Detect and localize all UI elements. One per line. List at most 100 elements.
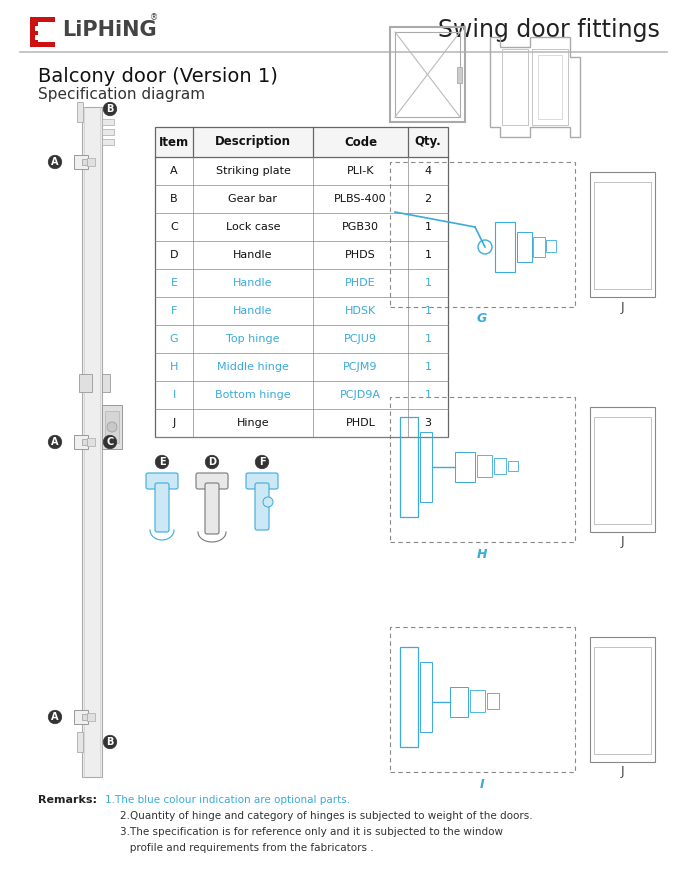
Text: F: F: [259, 457, 265, 467]
Text: J: J: [620, 766, 624, 779]
FancyBboxPatch shape: [196, 473, 228, 489]
Text: J: J: [620, 301, 624, 313]
FancyBboxPatch shape: [246, 473, 278, 489]
Text: Remarks:: Remarks:: [38, 795, 97, 805]
Bar: [594, 417, 651, 524]
Text: 1: 1: [425, 222, 431, 232]
Bar: [82, 439, 87, 445]
Text: 3.The specification is for reference only and it is subjected to the window: 3.The specification is for reference onl…: [120, 827, 503, 837]
Bar: [102, 405, 122, 449]
FancyBboxPatch shape: [155, 483, 169, 532]
Bar: [74, 710, 88, 724]
Text: Description: Description: [215, 136, 291, 148]
Text: H: H: [170, 362, 178, 372]
Bar: [390, 27, 465, 122]
Bar: [594, 182, 651, 289]
Bar: [477, 455, 492, 477]
Bar: [102, 119, 114, 125]
Text: PLI-K: PLI-K: [347, 166, 374, 176]
Bar: [502, 49, 528, 125]
Text: Handle: Handle: [234, 250, 273, 260]
Text: 1: 1: [425, 306, 431, 316]
Text: H: H: [477, 548, 487, 560]
Text: E: E: [159, 457, 166, 467]
FancyBboxPatch shape: [205, 483, 219, 534]
Bar: [546, 240, 556, 252]
FancyBboxPatch shape: [146, 473, 178, 489]
Bar: [400, 647, 418, 747]
Text: 1.The blue colour indication are optional parts.: 1.The blue colour indication are optiona…: [105, 795, 350, 805]
Text: Qty.: Qty.: [415, 136, 441, 148]
Text: G: G: [170, 334, 179, 344]
Text: Code: Code: [344, 136, 377, 148]
Text: HDSK: HDSK: [345, 306, 376, 316]
Bar: [457, 67, 462, 83]
Bar: [87, 158, 95, 166]
Bar: [508, 461, 518, 471]
Text: 4: 4: [425, 166, 431, 176]
Text: Balcony door (Version 1): Balcony door (Version 1): [38, 68, 278, 86]
Text: D: D: [208, 457, 216, 467]
Bar: [155, 127, 448, 437]
Text: 1: 1: [425, 278, 431, 288]
Text: Handle: Handle: [234, 306, 273, 316]
Text: E: E: [170, 278, 177, 288]
Bar: [470, 690, 485, 712]
FancyBboxPatch shape: [255, 483, 269, 530]
Text: PHDE: PHDE: [345, 278, 376, 288]
Text: Gear bar: Gear bar: [229, 194, 278, 204]
Text: D: D: [170, 250, 178, 260]
Text: B: B: [106, 737, 113, 747]
Text: PCJD9A: PCJD9A: [340, 390, 381, 400]
Bar: [77, 732, 83, 752]
Bar: [420, 662, 432, 732]
Text: 1: 1: [425, 362, 431, 372]
Text: C: C: [106, 437, 113, 447]
Bar: [390, 627, 575, 772]
Bar: [517, 232, 532, 262]
Text: 2: 2: [425, 194, 431, 204]
Text: I: I: [172, 390, 176, 400]
Text: PLBS-400: PLBS-400: [334, 194, 387, 204]
Bar: [82, 107, 102, 777]
Bar: [420, 432, 432, 502]
Text: J: J: [172, 418, 176, 428]
Text: PCJU9: PCJU9: [344, 334, 377, 344]
Bar: [102, 129, 114, 135]
Bar: [87, 438, 95, 446]
Bar: [532, 49, 568, 125]
Text: LiPHiNG: LiPHiNG: [62, 20, 157, 40]
Bar: [495, 222, 515, 272]
Bar: [590, 637, 655, 762]
Circle shape: [107, 422, 117, 432]
Text: ®: ®: [150, 13, 158, 23]
Bar: [105, 411, 119, 443]
Text: PCJM9: PCJM9: [344, 362, 378, 372]
Text: PHDL: PHDL: [346, 418, 375, 428]
Text: F: F: [171, 306, 177, 316]
Text: Bottom hinge: Bottom hinge: [215, 390, 291, 400]
Circle shape: [263, 497, 273, 507]
Text: 1: 1: [425, 390, 431, 400]
Text: Handle: Handle: [234, 278, 273, 288]
Bar: [74, 435, 88, 449]
Text: Middle hinge: Middle hinge: [217, 362, 289, 372]
Text: Lock case: Lock case: [226, 222, 280, 232]
Text: G: G: [477, 312, 487, 325]
Text: A: A: [52, 157, 59, 167]
Bar: [487, 693, 499, 709]
Text: I: I: [480, 778, 484, 790]
Bar: [77, 102, 83, 122]
Bar: [82, 159, 87, 165]
Bar: [35, 35, 53, 40]
Bar: [82, 714, 87, 720]
Bar: [79, 374, 92, 392]
Bar: [594, 647, 651, 754]
Text: Item: Item: [159, 136, 189, 148]
Bar: [395, 32, 460, 117]
Polygon shape: [30, 17, 55, 47]
Text: 1: 1: [425, 250, 431, 260]
Text: PGB30: PGB30: [342, 222, 379, 232]
Bar: [400, 417, 418, 517]
Bar: [390, 162, 575, 307]
